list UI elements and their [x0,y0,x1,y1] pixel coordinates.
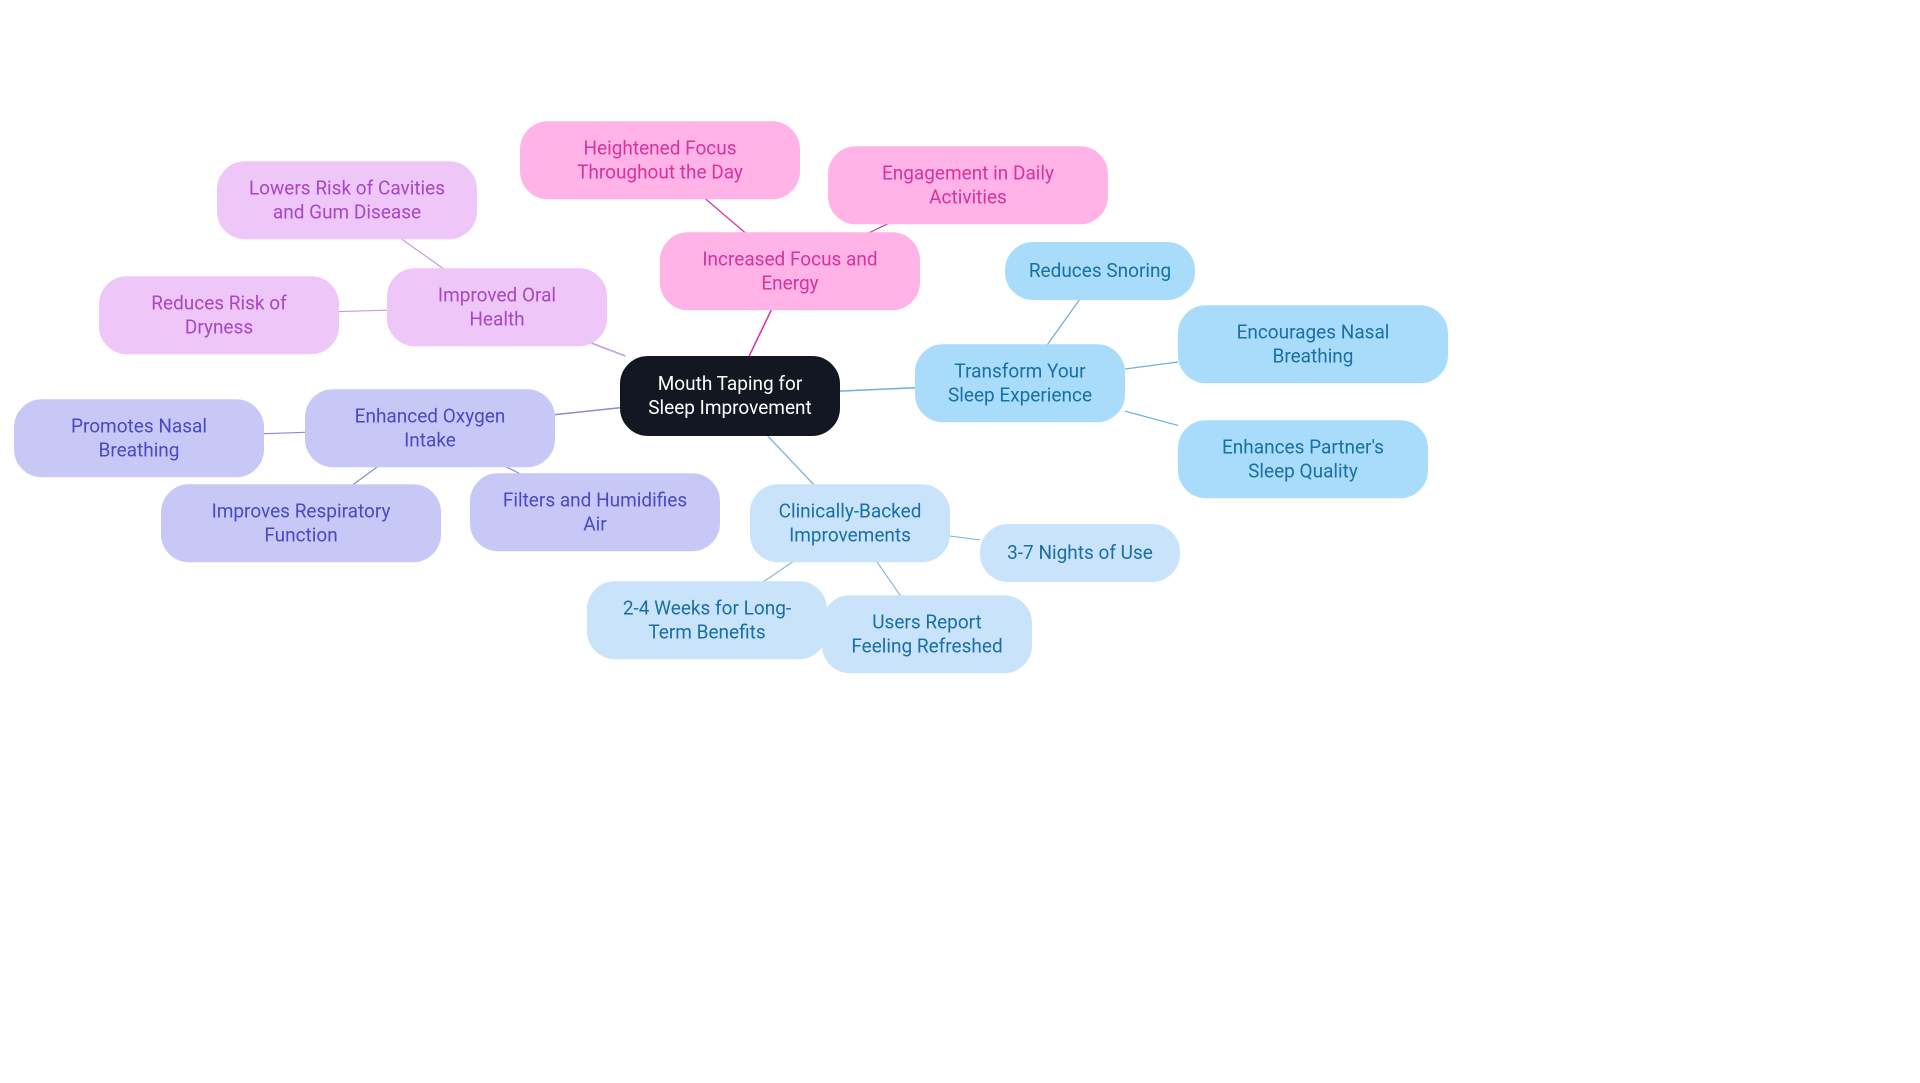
node-transform-c: Enhances Partner's Sleep Quality [1178,420,1428,498]
node-label: Engagement in Daily Activities [851,161,1085,209]
node-clinical: Clinically-Backed Improvements [750,484,950,562]
edge-transform-transform-c [1125,411,1178,425]
edge-transform-transform-b [1125,362,1178,369]
node-label: Mouth Taping for Sleep Improvement [643,372,817,420]
edge-transform-transform-a [1047,300,1079,345]
node-oral: Improved Oral Health [387,268,607,346]
node-transform-a: Reduces Snoring [1005,242,1195,300]
node-label: 3-7 Nights of Use [1007,541,1153,565]
node-oral-a: Lowers Risk of Cavities and Gum Disease [217,161,477,239]
node-label: Improved Oral Health [410,283,584,331]
edge-oral-oral-b [339,310,387,311]
node-label: Encourages Nasal Breathing [1201,320,1425,368]
edge-root-transform [840,388,915,391]
node-label: Filters and Humidifies Air [493,488,697,536]
node-oxygen: Enhanced Oxygen Intake [305,389,555,467]
node-label: Reduces Risk of Dryness [122,291,316,339]
node-label: Enhances Partner's Sleep Quality [1201,435,1405,483]
node-clinical-a: 3-7 Nights of Use [980,524,1180,582]
mindmap-canvas: Mouth Taping for Sleep Improvement Increa… [0,0,1920,1083]
node-label: 2-4 Weeks for Long-Term Benefits [610,596,804,644]
node-oxygen-a: Promotes Nasal Breathing [14,399,264,477]
node-clinical-b: Users Report Feeling Refreshed [822,595,1032,673]
node-label: Enhanced Oxygen Intake [328,404,532,452]
node-label: Transform Your Sleep Experience [938,359,1102,407]
edge-clinical-clinical-b [876,561,900,596]
node-clinical-c: 2-4 Weeks for Long-Term Benefits [587,581,827,659]
node-transform: Transform Your Sleep Experience [915,344,1125,422]
node-transform-b: Encourages Nasal Breathing [1178,305,1448,383]
node-focus: Increased Focus and Energy [660,232,920,310]
node-root: Mouth Taping for Sleep Improvement [620,356,840,436]
node-label: Improves Respiratory Function [184,499,418,547]
node-focus-a: Heightened Focus Throughout the Day [520,121,800,199]
node-label: Heightened Focus Throughout the Day [543,136,777,184]
node-oral-b: Reduces Risk of Dryness [99,276,339,354]
edge-root-clinical [768,436,814,485]
node-focus-b: Engagement in Daily Activities [828,146,1108,224]
node-label: Clinically-Backed Improvements [773,499,927,547]
node-label: Reduces Snoring [1029,259,1171,283]
node-label: Increased Focus and Energy [683,247,897,295]
node-oxygen-b: Improves Respiratory Function [161,484,441,562]
node-label: Users Report Feeling Refreshed [845,610,1009,658]
edge-clinical-clinical-a [950,536,980,540]
node-label: Lowers Risk of Cavities and Gum Disease [240,176,454,224]
node-oxygen-c: Filters and Humidifies Air [470,473,720,551]
edge-root-oxygen [555,408,620,415]
node-label: Promotes Nasal Breathing [37,414,241,462]
edge-clinical-clinical-c [763,561,794,582]
edge-oxygen-oxygen-a [264,432,305,433]
